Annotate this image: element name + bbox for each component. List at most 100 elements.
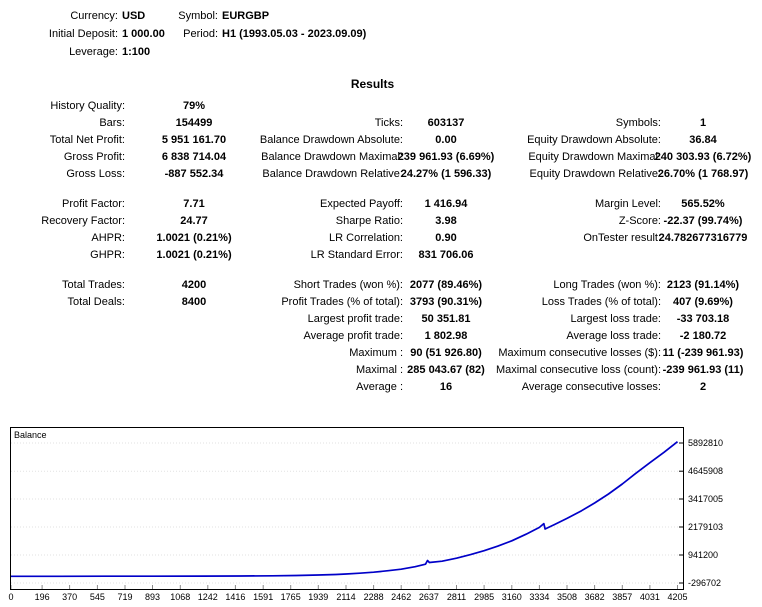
result-label: Profit Factor:: [62, 197, 125, 210]
result-label: Margin Level:: [594, 197, 661, 210]
result-label: Equity Drawdown Relative:: [529, 167, 661, 180]
currency-label: Currency:: [70, 10, 118, 22]
results-row: Largest profit trade: 50 351.81 Largest lo…: [0, 310, 762, 327]
result-value: 24.27% (1 596.33): [400, 167, 492, 180]
result-value: 239 961.93 (6.69%): [397, 150, 495, 163]
result-value: [125, 344, 263, 361]
results-row: AHPR: 1.0021 (0.21%) LR Correlation: 0.90 On…: [0, 229, 762, 246]
result-value: 3.98: [435, 214, 457, 227]
result-label: Balance Drawdown Absolute:: [259, 133, 403, 146]
strategy-tester-report: Currency: USD Symbol: EURGBP Initial Dep…: [0, 7, 762, 607]
result-value: 2077 (89.46%): [409, 278, 483, 291]
leverage-label: Leverage:: [69, 46, 118, 58]
result-label: Equity Drawdown Maximal:: [528, 150, 661, 163]
x-axis-label: 1068: [170, 592, 191, 602]
result-label: Total Deals:: [67, 295, 125, 308]
x-axis-label: 0: [8, 592, 14, 602]
result-label: Maximal consecutive loss (count):: [495, 363, 661, 376]
result-label: Total Trades:: [62, 278, 125, 291]
result-label: Average loss trade:: [566, 329, 661, 342]
x-axis: 0 196 370 545 719 893 1068 1242 1416 1591 1765 1939…: [8, 592, 687, 606]
result-value: 2123 (91.14%): [666, 278, 740, 291]
result-value: [125, 182, 263, 195]
results-row: Maximum : 90 (51 926.80) Maximum consecuti…: [0, 344, 762, 361]
result-label: Maximum :: [349, 346, 403, 359]
result-value: 3793 (90.31%): [409, 295, 483, 308]
result-value: 8400: [181, 295, 207, 308]
result-value: 4200: [181, 278, 207, 291]
result-label: Maximum consecutive losses ($):: [498, 346, 661, 359]
result-value: -33 703.18: [676, 312, 730, 325]
result-value: [661, 182, 745, 195]
y-axis-label: 5892810: [688, 437, 724, 448]
result-label: Expected Payoff:: [320, 197, 403, 210]
results-title: Results: [350, 77, 395, 91]
result-value: [661, 246, 745, 263]
result-value: [125, 310, 263, 327]
y-axis-label: 941200: [688, 550, 719, 560]
result-value: 0.90: [435, 231, 457, 244]
period-label: Period:: [183, 28, 218, 40]
result-value: 407 (9.69%): [673, 295, 733, 308]
header-row: Leverage: 1:100: [0, 43, 762, 61]
x-axis-label: 3160: [501, 592, 522, 602]
results-spacer-row: [0, 263, 762, 276]
result-label: Symbols:: [615, 116, 661, 129]
x-axis-label: 1765: [280, 592, 301, 602]
result-value: 16: [439, 380, 453, 393]
x-axis-label: 3508: [556, 592, 578, 602]
result-label: [0, 310, 125, 327]
result-label: Z-Score:: [618, 214, 661, 227]
results-row: Recovery Factor: 24.77 Sharpe Ratio: 3.98 Z-…: [0, 212, 762, 229]
result-value: [125, 327, 263, 344]
x-axis-label: 1939: [308, 592, 329, 602]
x-axis-label: 2114: [336, 592, 356, 602]
x-axis-label: 1416: [225, 592, 246, 602]
result-label: LR Correlation:: [329, 231, 403, 244]
result-label: [489, 263, 661, 276]
results-row: GHPR: 1.0021 (0.21%) LR Standard Error: 831…: [0, 246, 762, 263]
y-axis: 5892810 4645908 3417005 2179103 941200 -29670…: [688, 427, 758, 590]
x-axis-label: 2288: [363, 592, 384, 602]
leverage-value: 1:100: [122, 46, 151, 58]
currency-value: USD: [122, 10, 146, 22]
result-value: -887 552.34: [164, 167, 224, 180]
x-axis-label: 3857: [612, 592, 633, 602]
symbol-label: Symbol:: [178, 10, 218, 22]
initial-deposit-value: 1 000.00: [122, 28, 165, 40]
result-value: 240 303.93 (6.72%): [654, 150, 752, 163]
result-label: Bars:: [99, 116, 125, 129]
result-value: 1 802.98: [424, 329, 468, 342]
result-label: [263, 263, 403, 276]
result-value: 26.70% (1 768.97): [657, 167, 749, 180]
balance-chart-svg: [10, 441, 683, 589]
result-value: 1: [699, 116, 707, 129]
result-label: [0, 361, 125, 378]
result-value: 36.84: [689, 133, 717, 146]
results-row: Total Trades: 4200 Short Trades (won %): 20…: [0, 276, 762, 293]
result-value: 90 (51 926.80): [410, 346, 482, 359]
result-label: OnTester result:: [583, 231, 661, 244]
result-label: Profit Trades (% of total):: [281, 295, 403, 308]
result-label: AHPR:: [91, 231, 125, 244]
result-label: Largest profit trade:: [307, 312, 403, 325]
y-axis-label: 4645908: [688, 466, 724, 477]
result-label: [0, 378, 125, 395]
balance-plot[interactable]: Balance: [10, 427, 684, 590]
result-value: 831 706.06: [418, 248, 474, 261]
y-axis-label: 3417005: [688, 494, 724, 504]
result-label: Average :: [356, 380, 403, 393]
result-label: Average profit trade:: [303, 329, 403, 342]
result-value: -239 961.93 (11): [662, 363, 744, 376]
x-axis-label: 545: [89, 592, 105, 602]
result-label: [489, 182, 661, 195]
result-value: 285 043.67 (82): [407, 363, 485, 376]
chart-legend: Balance: [14, 430, 47, 440]
period-value: H1 (1993.05.03 - 2023.09.09): [222, 28, 367, 40]
result-label: Maximal :: [355, 363, 403, 376]
result-label: Largest loss trade:: [570, 312, 662, 325]
results-row: Average : 16 Average consecutive losses: 2: [0, 378, 762, 395]
result-label: Long Trades (won %):: [553, 278, 661, 291]
result-label: [263, 97, 403, 114]
x-axis-label: 1242: [197, 592, 218, 602]
